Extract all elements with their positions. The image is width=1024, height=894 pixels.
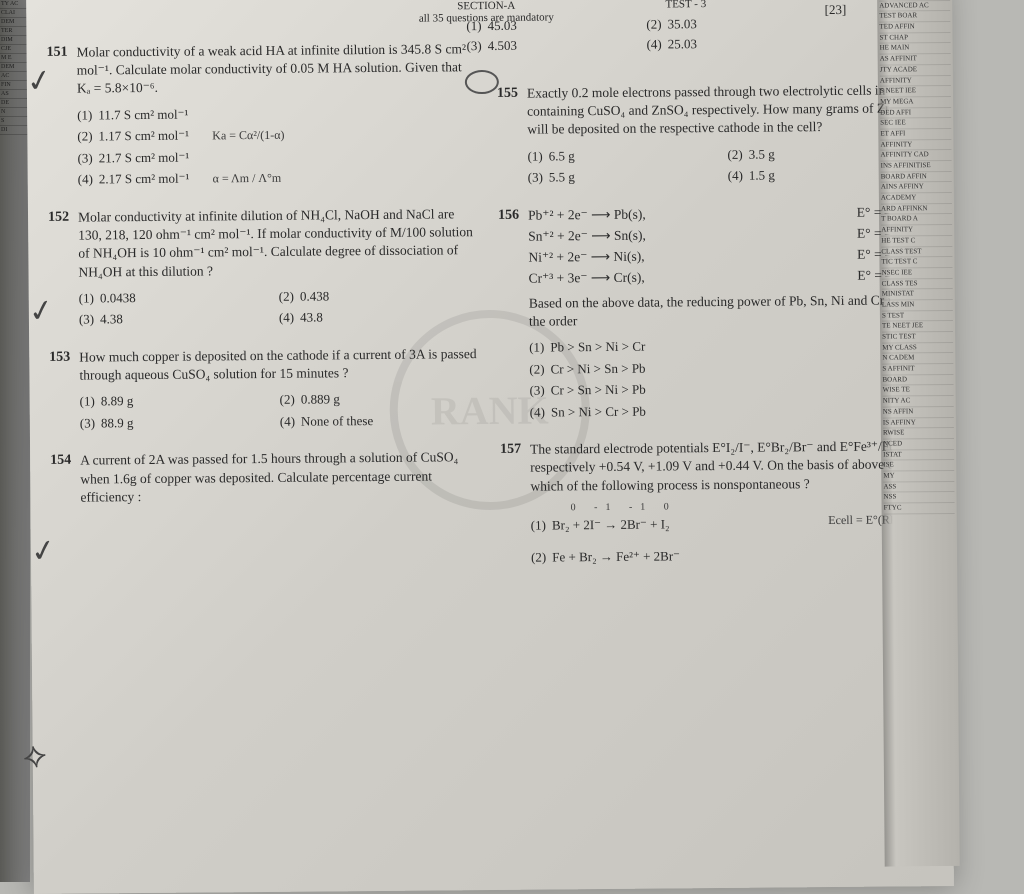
question-155: 155 Exactly 0.2 mole electrons passed th… — [497, 81, 928, 188]
question-151: 151 Molar conductivity of a weak acid HA… — [47, 40, 478, 191]
question-number: 155 — [497, 85, 518, 104]
question-152: 152 Molar conductivity at infinite dilut… — [48, 205, 479, 331]
question-text: The standard electrode potentials E°I₂/I… — [530, 439, 915, 494]
question-number: 152 — [48, 209, 69, 228]
option-1: (1)8.89 g — [80, 389, 280, 412]
exam-page: SECTION-A all 35 questions are mandatory… — [26, 0, 954, 894]
option-1: (1)Br₂ + 2I⁻ → 2Br⁻ + I₂ Ecell = E°(RP) … — [531, 512, 931, 537]
handwritten-formula-ka: Ka = Cα²/(1-α) — [212, 128, 284, 143]
question-text-after: Based on the above data, the reducing po… — [529, 291, 929, 331]
option-grid: (1)8.89 g (2)0.889 g (3)88.9 g (4)None o… — [80, 387, 480, 434]
question-157: 157 The standard electrode potentials E°… — [500, 437, 931, 568]
option-4: (4)Sn > Ni > Cr > Pb — [530, 398, 930, 423]
question-text: Molar conductivity at infinite dilution … — [78, 206, 473, 279]
adjacent-page-fragment: TERWISEADVANCED ACTEST BOARTED AFFINST C… — [877, 0, 960, 867]
question-number: 157 — [500, 441, 521, 460]
option-grid: (1)0.0438 (2)0.438 (3)4.38 (4)43.8 — [79, 284, 479, 331]
question-number: 153 — [49, 348, 70, 367]
left-column: 151 Molar conductivity of a weak acid HA… — [46, 30, 481, 590]
option-2: (2)Fe + Br₂ → Fe²⁺ + 2Br⁻ — [531, 543, 931, 568]
option-1: (1)45.03 — [466, 15, 646, 37]
electrode-equations: Pb⁺² + 2e⁻ ⟶ Pb(s), E° = –0.13 V Sn⁺² + … — [528, 203, 929, 288]
question-text: How much copper is deposited on the cath… — [79, 346, 477, 383]
option-4: (4)None of these — [280, 409, 480, 432]
option-3: (3)4.503 — [466, 35, 646, 57]
option-3: (3)88.9 g — [80, 411, 280, 434]
q154-options-top: (1)45.03 (2)35.03 (3)4.503 (4)25.03 — [466, 7, 826, 56]
option-2: (2)0.889 g — [280, 387, 480, 410]
eqn-ni: Ni⁺² + 2e⁻ ⟶ Ni(s), E° = –0.25 V — [528, 245, 928, 267]
option-1: (1)0.0438 — [79, 286, 279, 309]
eqn-pb: Pb⁺² + 2e⁻ ⟶ Pb(s), E° = –0.13 V — [528, 203, 928, 225]
question-number: 156 — [498, 206, 519, 225]
option-2: (2)35.03 — [646, 13, 826, 35]
question-text: A current of 2A was passed for 1.5 hours… — [80, 450, 458, 505]
option-4: (4)43.8 — [279, 305, 479, 328]
option-4: (4)2.17 S cm² mol⁻¹ α = Λm / Λ°m — [78, 165, 478, 190]
question-153: 153 How much copper is deposited on the … — [49, 345, 480, 434]
option-1: (1)6.5 g — [527, 144, 727, 167]
question-154: 154 A current of 2A was passed for 1.5 h… — [50, 448, 480, 506]
two-column-layout: 151 Molar conductivity of a weak acid HA… — [46, 26, 931, 590]
option-grid: (1)45.03 (2)35.03 (3)4.503 (4)25.03 — [466, 13, 826, 56]
option-3: (3)5.5 g — [528, 165, 728, 188]
question-text: Molar conductivity of a weak acid HA at … — [77, 41, 467, 96]
option-3: (3)4.38 — [79, 307, 279, 330]
question-text: Exactly 0.2 mole electrons passed throug… — [527, 82, 925, 137]
option-2: (2)0.438 — [279, 284, 479, 307]
eqn-cr: Cr⁺³ + 3e⁻ ⟶ Cr(s), E° = –0.74 V — [529, 267, 929, 289]
page-number: [23] — [825, 2, 847, 18]
option-grid: (1)6.5 g (2)3.5 g (3)5.5 g (4)1.5 g — [527, 142, 927, 189]
option-4: (4)25.03 — [646, 33, 826, 55]
pen-circle-icon — [465, 70, 499, 94]
question-number: 151 — [47, 44, 68, 63]
eqn-sn: Sn⁺² + 2e⁻ ⟶ Sn(s), E° = –0.16 V — [528, 224, 928, 246]
question-156: 156 Pb⁺² + 2e⁻ ⟶ Pb(s), E° = –0.13 V Sn⁺… — [498, 203, 930, 423]
right-column: 155 Exactly 0.2 mole electrons passed th… — [496, 26, 931, 586]
handwritten-formula-alpha: α = Λm / Λ°m — [213, 171, 282, 186]
question-number: 154 — [50, 452, 71, 471]
